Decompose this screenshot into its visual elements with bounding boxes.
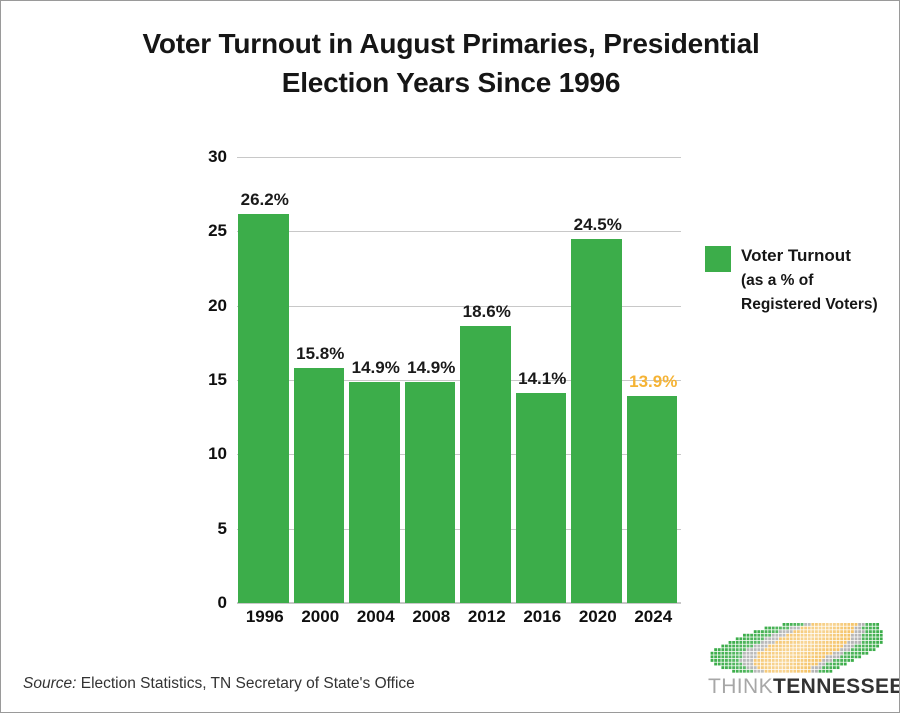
bar[interactable] — [626, 396, 677, 603]
x-axis-tick-label: 2000 — [301, 607, 340, 626]
x-axis-tick-label: 1996 — [245, 607, 284, 626]
axis-baseline — [237, 602, 681, 603]
x-axis-tick-label: 2008 — [412, 607, 451, 626]
gridline — [237, 380, 681, 381]
think-tennessee-logo: THINKTENNESSEE — [705, 623, 899, 705]
y-axis: 0 5 10 15 20 25 30 — [191, 147, 227, 612]
bar-value-label: 18.6% — [462, 302, 511, 322]
source-text: Election Statistics, TN Secretary of Sta… — [76, 675, 415, 692]
y-axis-tick-label: 20 — [208, 295, 227, 315]
logo-tennessee-text: TENNESSEE — [773, 675, 900, 698]
source-label: Source: — [23, 675, 77, 692]
gridline — [237, 528, 681, 530]
page-title-line-2: Election Years Since 1996 — [281, 66, 621, 98]
gridline — [237, 231, 681, 233]
y-axis-tick-label: 15 — [208, 370, 227, 389]
bar-value-label: 14.9% — [407, 357, 456, 377]
y-axis-tick-label: 5 — [217, 518, 227, 538]
bar-group[interactable]: 15.8% — [293, 157, 349, 603]
y-axis-tick-label: 30 — [208, 147, 227, 166]
bar[interactable] — [404, 381, 455, 603]
bar-value-label: 13.9% — [629, 372, 678, 392]
source-note: Source: Election Statistics, TN Secretar… — [23, 675, 415, 693]
bar-group[interactable]: 13.9% — [626, 157, 682, 603]
bar-value-label: 14.1% — [518, 369, 567, 389]
tennessee-map-icon — [710, 623, 883, 673]
y-axis-tick-label: 10 — [208, 444, 227, 464]
legend-label: Voter Turnout (as a % of Registered Vote… — [741, 243, 893, 317]
logo-think-text: THINK — [708, 675, 773, 698]
x-axis-tick-label: 2016 — [523, 607, 562, 626]
gridline — [237, 305, 681, 307]
bar-series: 26.2% 15.8% 14.9% 14.9% 18.6% 14.1% 24.5% 13.9% — [237, 157, 681, 603]
bar[interactable] — [238, 213, 289, 603]
bar-group[interactable]: 14.9% — [404, 157, 460, 603]
x-axis-tick-label: 2004 — [356, 607, 395, 626]
bar-value-label: 24.5% — [573, 214, 622, 234]
gridline — [237, 157, 681, 158]
bar[interactable] — [571, 238, 622, 603]
x-axis: 1996 2000 2004 2008 2012 2016 2020 2024 — [237, 607, 681, 635]
y-axis-tick-label: 25 — [208, 221, 227, 241]
bar-value-label: 26.2% — [240, 189, 289, 209]
bar-group[interactable]: 14.9% — [348, 157, 404, 603]
plot-area — [237, 157, 681, 604]
legend-series-subtitle: (as a % of Registered Voters) — [741, 272, 878, 314]
x-axis-tick-label: 2024 — [634, 607, 673, 626]
bar-group[interactable]: 18.6% — [459, 157, 515, 603]
y-axis-tick-label: 0 — [217, 593, 227, 612]
bar[interactable] — [515, 393, 566, 603]
legend-color-swatch-icon — [705, 246, 731, 272]
bar-value-label: 14.9% — [351, 357, 400, 377]
legend-series-name: Voter Turnout — [741, 246, 851, 265]
page-title: Voter Turnout in August Primaries, Presi… — [71, 25, 831, 102]
bar[interactable] — [293, 368, 344, 603]
logo-wordmark: THINKTENNESSEE — [708, 675, 899, 699]
x-axis-tick-label: 2020 — [578, 607, 617, 626]
x-axis-tick-label: 2012 — [467, 607, 506, 626]
bar[interactable] — [349, 381, 400, 603]
page-title-line-1: Voter Turnout in August Primaries, Presi… — [142, 28, 760, 59]
bar-value-label: 15.8% — [296, 344, 345, 364]
gridline — [237, 454, 681, 456]
bar[interactable] — [460, 326, 511, 603]
gridline — [237, 603, 681, 604]
bar-group[interactable]: 24.5% — [570, 157, 626, 603]
bar-group[interactable]: 14.1% — [515, 157, 571, 603]
bar-group[interactable]: 26.2% — [237, 157, 293, 603]
